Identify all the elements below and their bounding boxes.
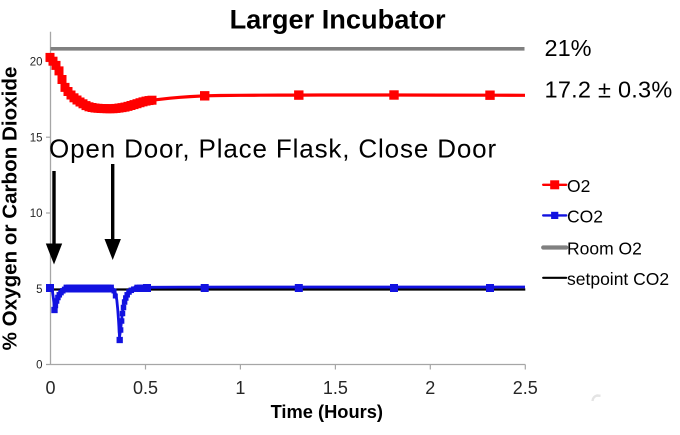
- svg-text:% Oxygen or Carbon Dioxide: % Oxygen or Carbon Dioxide: [0, 67, 22, 351]
- svg-text:1: 1: [235, 378, 245, 398]
- svg-text:5: 5: [36, 284, 42, 296]
- svg-text:15: 15: [30, 132, 43, 144]
- svg-text:10: 10: [30, 208, 43, 220]
- svg-text:0: 0: [45, 378, 55, 398]
- svg-text:O2: O2: [567, 176, 590, 196]
- svg-text:0.5: 0.5: [133, 378, 158, 398]
- svg-text:CO2: CO2: [567, 207, 603, 227]
- svg-text:Open Door, Place Flask, Close: Open Door, Place Flask, Close Door: [49, 134, 497, 164]
- svg-text:17.2 ± 0.3%: 17.2 ± 0.3%: [545, 77, 673, 103]
- svg-text:0: 0: [36, 360, 42, 372]
- svg-text:21%: 21%: [545, 35, 592, 61]
- svg-text:2.5: 2.5: [513, 378, 538, 398]
- svg-text:2: 2: [425, 378, 435, 398]
- svg-text:Larger Incubator: Larger Incubator: [230, 4, 446, 35]
- svg-text:setpoint CO2: setpoint CO2: [567, 269, 669, 289]
- svg-text:1.5: 1.5: [323, 378, 348, 398]
- svg-text:20: 20: [30, 57, 43, 69]
- svg-text:Time (Hours): Time (Hours): [271, 401, 383, 422]
- svg-text:Room O2: Room O2: [567, 239, 642, 259]
